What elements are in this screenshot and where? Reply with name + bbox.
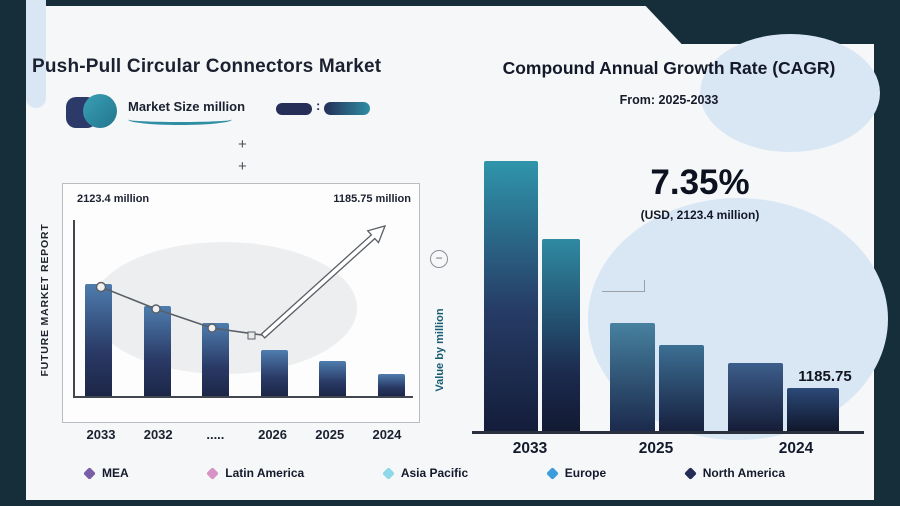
legend-circle-teal xyxy=(83,94,117,128)
x-axis-label: 2026 xyxy=(258,427,288,442)
left-edge-bar xyxy=(0,0,26,506)
pill-separator: : xyxy=(316,98,321,113)
cagr-bar xyxy=(542,239,580,431)
cagr-value: 7.35% xyxy=(650,163,750,202)
legend-label: Asia Pacific xyxy=(400,466,469,480)
value-callout: 1185.75 xyxy=(798,368,852,385)
legend-label: Latin America xyxy=(225,466,305,480)
market-size-bar xyxy=(377,374,405,396)
end-value-annotation: 1185.75 million xyxy=(333,193,411,205)
right-edge-bar xyxy=(874,0,900,506)
legend-item: Europe xyxy=(545,466,607,480)
legend-diamond-icon xyxy=(683,466,697,480)
cagr-bar xyxy=(659,345,704,431)
pill-gradient-decoration xyxy=(324,102,370,115)
cagr-bar-group xyxy=(484,161,580,431)
cagr-chart: 1185.75 xyxy=(470,148,870,434)
market-size-chart: 2123.4 million 1185.75 million xyxy=(62,183,420,423)
cagr-bar xyxy=(728,363,783,431)
legend-label: Europe xyxy=(564,466,607,480)
legend-item: Latin America xyxy=(206,466,305,480)
left-chart-y-axis-label: FUTURE MARKET REPORT xyxy=(39,223,51,377)
x-axis-label: 2025 xyxy=(638,440,674,457)
legend-item: North America xyxy=(683,466,785,480)
left-chart-x-axis-labels: 2033 2032..... 2026 2025 2024 xyxy=(78,427,410,442)
market-size-bar xyxy=(85,284,112,396)
legend-diamond-icon xyxy=(381,466,395,480)
plus-icon: + xyxy=(238,158,247,175)
x-axis-label: 2033 xyxy=(512,440,548,457)
light-blue-strip-left xyxy=(26,0,46,108)
x-axis-baseline xyxy=(472,431,864,434)
pill-dark-decoration xyxy=(276,103,312,115)
bottom-edge-bar xyxy=(0,500,900,506)
legend-label: MEA xyxy=(102,466,129,480)
legend-item: MEA xyxy=(83,466,129,480)
x-axis-label: ..... xyxy=(206,427,225,442)
legend-item: Asia Pacific xyxy=(381,466,469,480)
x-axis-label: 2033 xyxy=(86,427,116,442)
x-axis-label: 2025 xyxy=(315,427,345,442)
cagr-bar xyxy=(484,161,538,431)
market-size-legend-icon xyxy=(66,94,117,130)
start-value-annotation: 2123.4 million xyxy=(77,193,150,205)
cagr-bar xyxy=(610,323,655,431)
step-line-decoration xyxy=(602,280,645,292)
right-chart-x-axis-labels: 2033 2025 2024 xyxy=(470,440,870,458)
legend-diamond-icon xyxy=(545,466,559,480)
left-chart-title: Push-Pull Circular Connectors Market xyxy=(32,56,382,77)
market-size-bars xyxy=(79,278,411,396)
x-axis-label: 2024 xyxy=(778,440,814,457)
cagr-note: (USD, 2123.4 million) xyxy=(640,208,760,222)
cagr-bar-group xyxy=(610,323,704,431)
legend-label: North America xyxy=(702,466,785,480)
region-legend: MEA Latin America Asia Pacific Europe North … xyxy=(83,466,785,480)
right-chart-title: Compound Annual Growth Rate (CAGR) xyxy=(502,58,836,78)
right-chart-y-axis-label: Value by million xyxy=(434,308,446,392)
market-size-bar xyxy=(143,306,171,396)
y-axis-line xyxy=(73,220,75,398)
market-size-bar xyxy=(202,323,230,396)
x-axis-label: 2032 xyxy=(143,427,173,442)
market-size-bar xyxy=(260,350,288,396)
minus-circle-icon: − xyxy=(430,250,448,268)
cagr-bar-group xyxy=(728,363,839,431)
top-edge-bar xyxy=(0,0,900,6)
light-blue-blob-top-right xyxy=(700,34,880,152)
x-axis-label: 2024 xyxy=(372,427,402,442)
plus-icon: + xyxy=(238,136,247,153)
legend-diamond-icon xyxy=(83,466,96,480)
legend-underline-decoration xyxy=(128,114,232,125)
legend-diamond-icon xyxy=(206,466,220,480)
market-size-legend-label: Market Size million xyxy=(128,99,246,114)
right-chart-subtitle: From: 2025-2033 xyxy=(619,93,719,107)
market-size-bar xyxy=(319,361,347,396)
x-axis-line xyxy=(73,396,413,398)
cagr-bar xyxy=(787,388,839,431)
